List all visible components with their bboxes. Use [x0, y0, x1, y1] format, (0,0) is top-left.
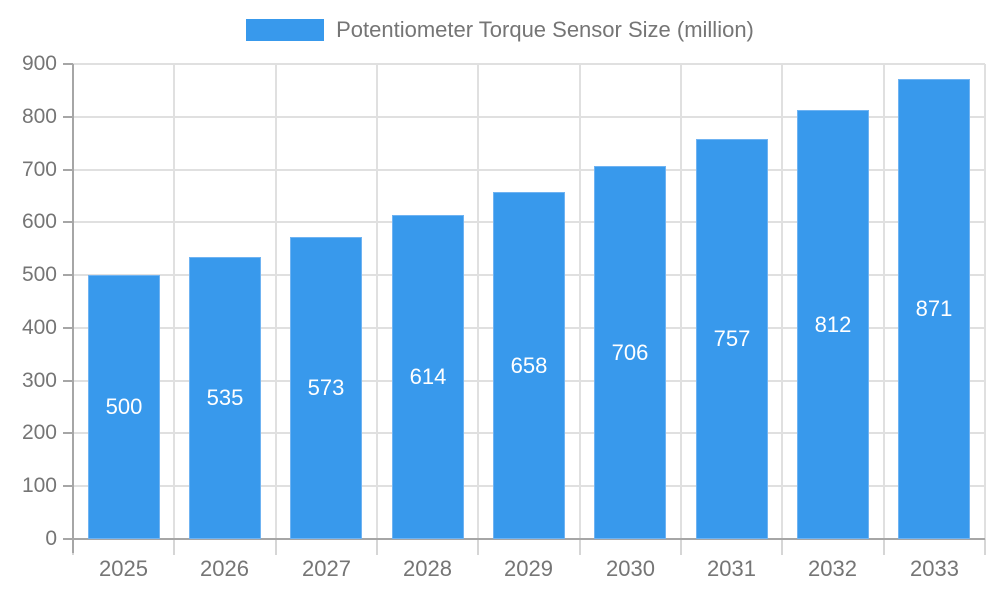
bar-value-label: 500	[105, 394, 143, 419]
y-axis-label: 600	[21, 210, 57, 233]
bar[interactable]: 535	[189, 257, 261, 539]
y-axis-label: 0	[45, 527, 57, 550]
legend-label: Potentiometer Torque Sensor Size (millio…	[336, 17, 754, 42]
x-axis-label: 2025	[99, 556, 148, 581]
y-axis-tick	[63, 63, 73, 65]
x-axis-line	[73, 538, 985, 540]
gridline-horizontal	[73, 116, 985, 118]
bar[interactable]: 614	[392, 215, 464, 539]
bar-value-label: 871	[915, 296, 953, 321]
gridline-vertical	[781, 64, 783, 539]
x-axis-tick	[275, 539, 277, 555]
gridline-vertical	[376, 64, 378, 539]
y-axis-label: 400	[21, 316, 57, 339]
x-axis-tick	[883, 539, 885, 555]
x-axis-tick	[477, 539, 479, 555]
legend-swatch-icon	[246, 19, 325, 41]
legend[interactable]: Potentiometer Torque Sensor Size (millio…	[0, 14, 1000, 46]
y-axis-label: 300	[21, 369, 57, 392]
y-axis-tick	[63, 221, 73, 223]
x-axis-tick	[781, 539, 783, 555]
gridline-vertical	[883, 64, 885, 539]
y-axis-label: 500	[21, 263, 57, 286]
x-axis-tick	[579, 539, 581, 555]
gridline-horizontal	[73, 63, 985, 65]
x-axis-label: 2030	[606, 556, 655, 581]
bar[interactable]: 871	[898, 79, 970, 539]
bar-value-label: 573	[307, 375, 345, 400]
y-axis-tick	[63, 169, 73, 171]
bar-value-label: 812	[814, 311, 852, 337]
x-axis-label: 2027	[302, 556, 351, 581]
gridline-horizontal	[73, 169, 985, 171]
bar-value-label: 757	[713, 326, 751, 351]
y-axis-tick	[63, 538, 73, 540]
y-axis-tick	[63, 116, 73, 118]
gridline-vertical	[579, 64, 581, 539]
y-axis-tick	[63, 380, 73, 382]
gridline-vertical	[680, 64, 682, 539]
bar[interactable]: 573	[290, 237, 362, 539]
gridline-vertical	[275, 64, 277, 539]
bar[interactable]: 658	[493, 192, 565, 539]
y-axis-tick	[63, 327, 73, 329]
x-axis-label: 2026	[200, 556, 249, 581]
x-axis-label: 2028	[403, 556, 452, 581]
x-axis-label: 2032	[808, 556, 857, 581]
bar[interactable]: 706	[594, 166, 666, 539]
y-axis-label: 100	[21, 474, 57, 497]
y-axis-label: 700	[21, 158, 57, 181]
x-axis-tick	[984, 539, 986, 555]
y-axis-tick	[63, 485, 73, 487]
x-axis-label: 2033	[910, 556, 959, 581]
y-axis-tick	[63, 274, 73, 276]
x-axis-label: 2029	[504, 556, 553, 581]
gridline-vertical	[173, 64, 175, 539]
y-axis-line	[72, 64, 74, 553]
bar-value-label: 658	[510, 352, 548, 378]
bar-value-label: 614	[409, 364, 447, 389]
bar[interactable]: 500	[88, 275, 160, 539]
gridline-vertical	[477, 64, 479, 539]
x-axis-tick	[173, 539, 175, 555]
x-axis-tick	[680, 539, 682, 555]
y-axis-label: 800	[21, 105, 57, 128]
gridline-vertical	[984, 64, 986, 539]
bar-value-label: 535	[206, 385, 244, 410]
bar[interactable]: 757	[696, 139, 768, 539]
y-axis-label: 200	[21, 421, 57, 444]
x-axis-label: 2031	[707, 556, 756, 581]
bar[interactable]: 812	[797, 110, 869, 539]
x-axis-tick	[376, 539, 378, 555]
y-axis-label: 900	[21, 52, 57, 75]
y-axis-tick	[63, 432, 73, 434]
bar-value-label: 706	[611, 339, 649, 365]
